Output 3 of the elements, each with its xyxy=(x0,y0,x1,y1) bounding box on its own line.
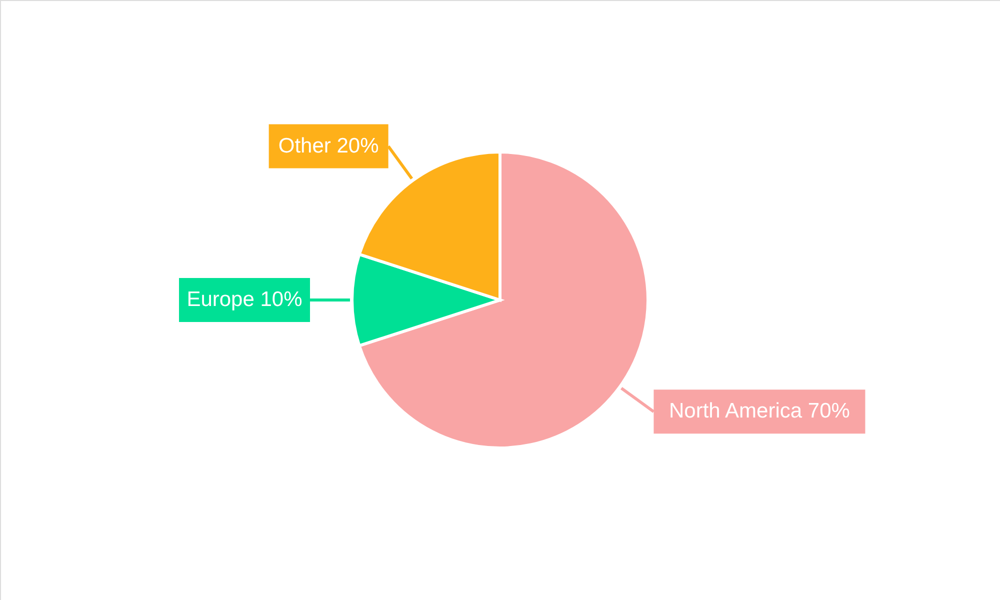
slice-label: Europe 10% xyxy=(186,288,302,311)
slice-label: Other 20% xyxy=(278,134,379,158)
slice-label: North America 70% xyxy=(669,400,850,423)
